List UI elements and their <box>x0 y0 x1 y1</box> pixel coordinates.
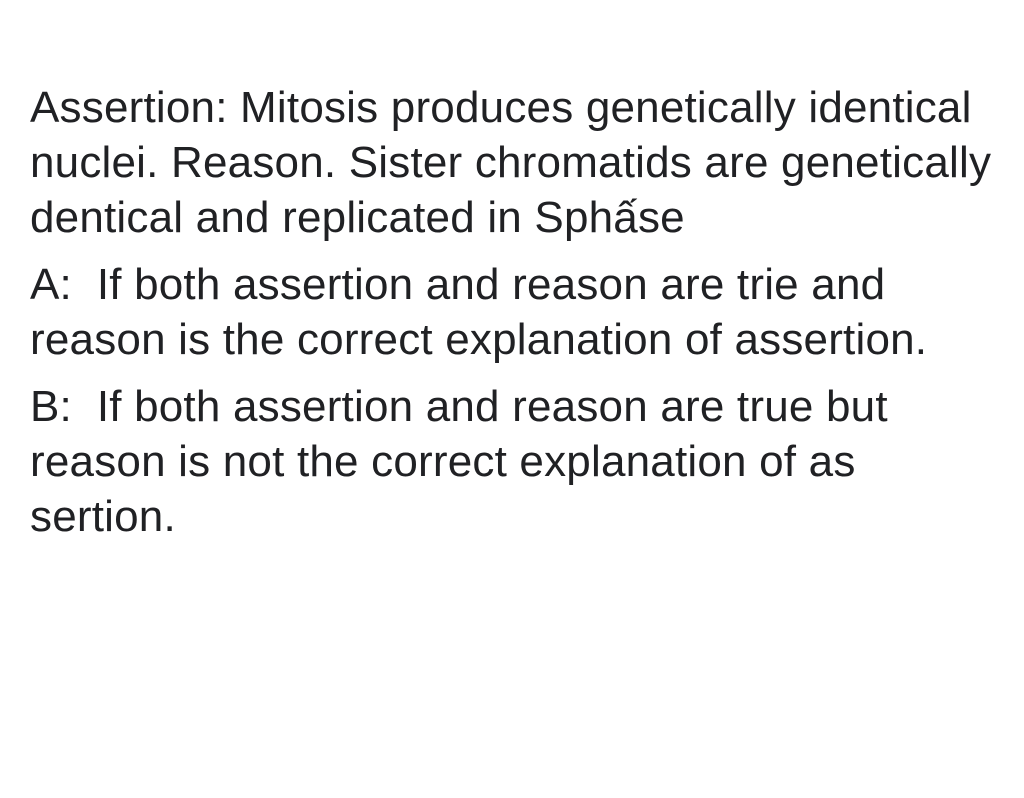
assertion-reason-text: Assertion: Mitosis produces genetically … <box>30 80 994 245</box>
question-content: Assertion: Mitosis produces genetically … <box>0 0 1024 586</box>
option-b-text: B: If both assertion and reason are true… <box>30 379 994 544</box>
option-a-text: A: If both assertion and reason are trie… <box>30 257 994 367</box>
